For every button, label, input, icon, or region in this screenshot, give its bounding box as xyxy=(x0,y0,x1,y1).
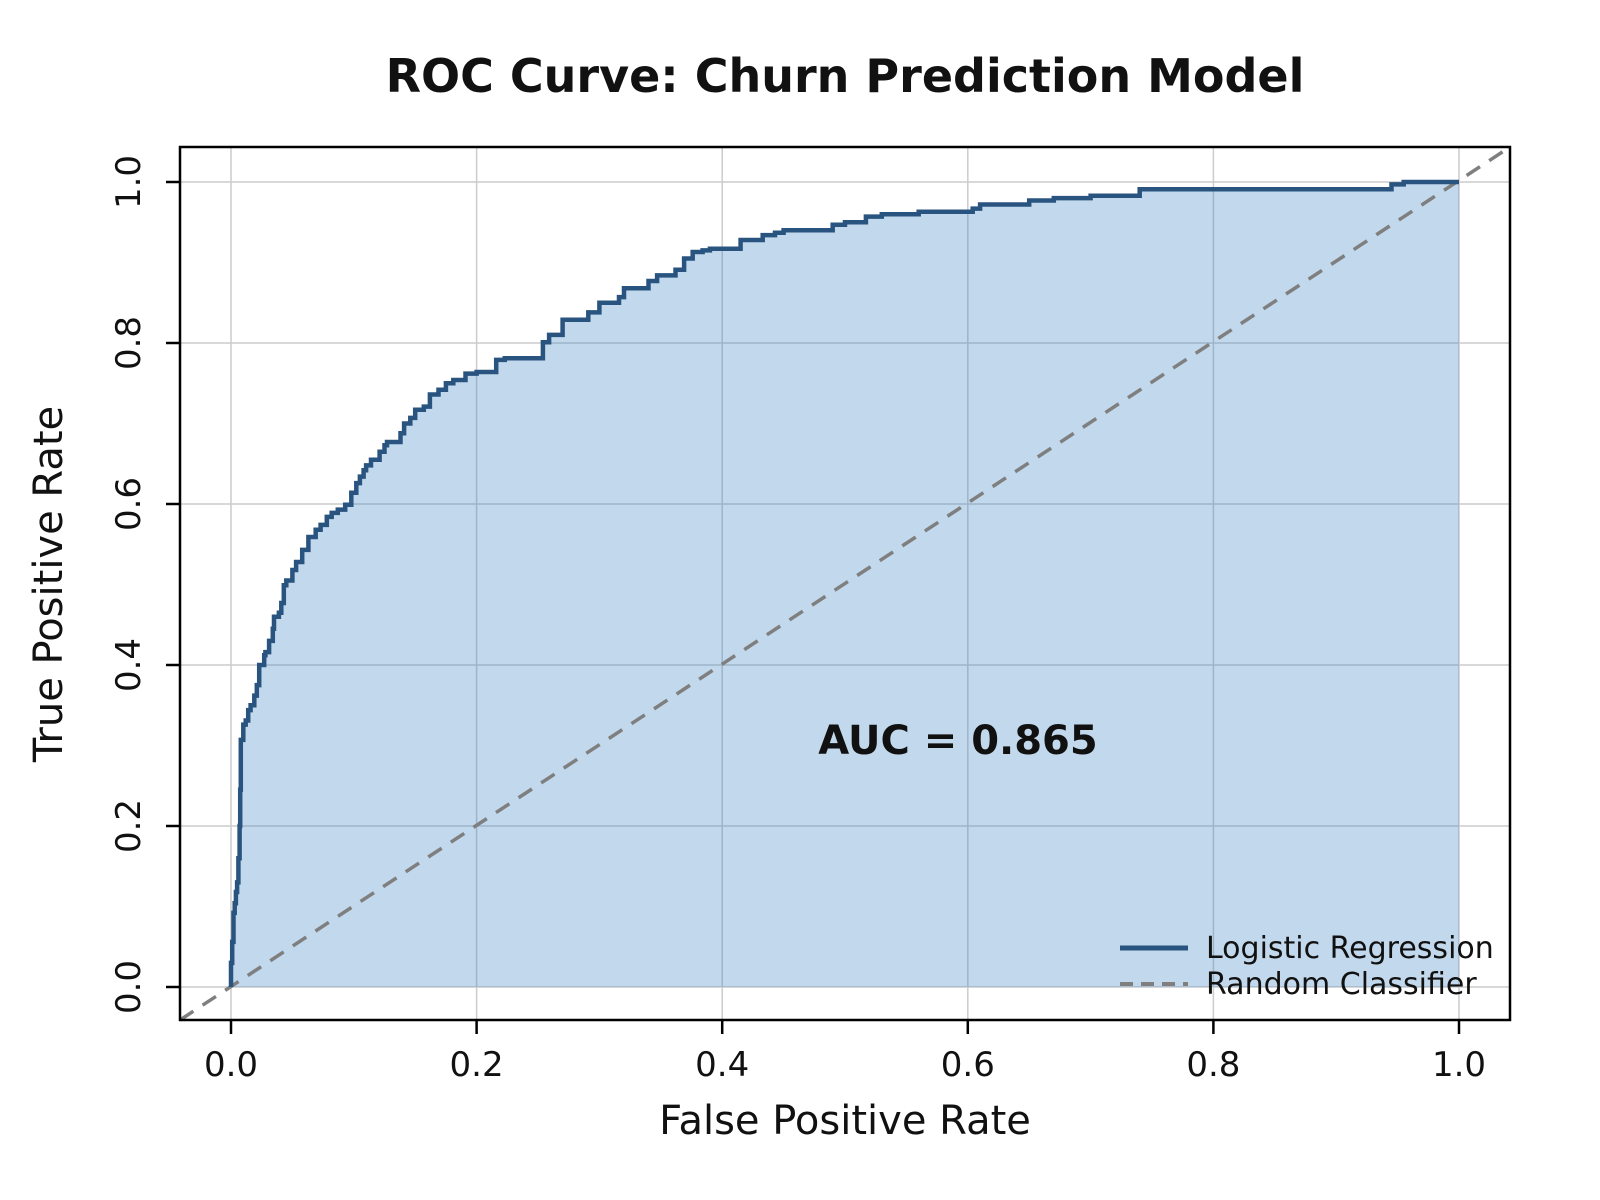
y-axis-label: True Positive Rate xyxy=(26,406,72,763)
x-tick-label: 0.2 xyxy=(450,1045,504,1085)
y-tick-label: 1.0 xyxy=(109,155,149,209)
x-tick-label: 0.8 xyxy=(1186,1045,1240,1085)
random-classifier-line xyxy=(179,145,1511,1022)
auc-annotation: AUC = 0.865 xyxy=(818,718,1097,764)
y-tick-label: 0.6 xyxy=(109,477,149,531)
x-tick-label: 0.0 xyxy=(204,1045,258,1085)
legend: Logistic Regression Random Classifier xyxy=(1120,931,1494,1002)
legend-label-random-classifier: Random Classifier xyxy=(1206,967,1477,1002)
x-axis-label: False Positive Rate xyxy=(659,1098,1031,1144)
x-tick-label: 1.0 xyxy=(1432,1045,1486,1085)
legend-label-logistic-regression: Logistic Regression xyxy=(1206,931,1494,966)
chart-title: ROC Curve: Churn Prediction Model xyxy=(386,49,1305,103)
roc-curve-line xyxy=(228,179,1459,987)
y-tick-label: 0.0 xyxy=(109,960,149,1014)
x-tick-label: 0.6 xyxy=(941,1045,995,1085)
x-tick-label: 0.4 xyxy=(695,1045,749,1085)
plot-frame xyxy=(178,145,1512,1022)
y-tick-label: 0.4 xyxy=(109,638,149,692)
y-tick-label: 0.2 xyxy=(109,799,149,853)
y-tick-label: 0.8 xyxy=(109,316,149,370)
chart-geometry: 0.0 0.0 0.2 0.2 0.4 0.4 0.6 0.6 0.8 0.8 1.0 1.0 xyxy=(109,145,1512,1085)
